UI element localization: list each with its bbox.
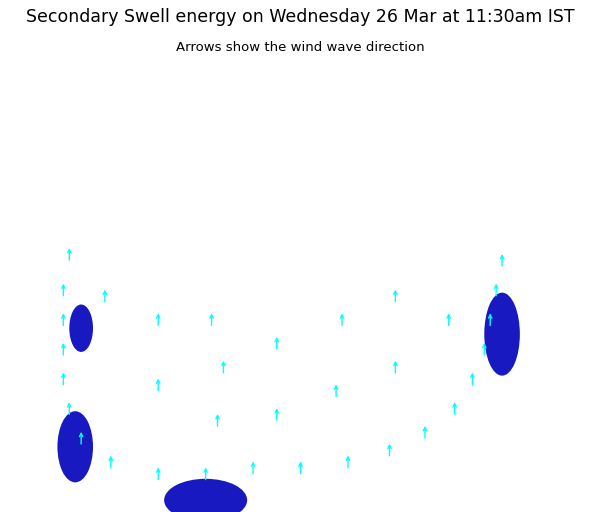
Ellipse shape bbox=[69, 305, 93, 352]
Ellipse shape bbox=[164, 479, 247, 512]
Ellipse shape bbox=[58, 411, 93, 482]
Text: Secondary Swell energy on Wednesday 26 Mar at 11:30am IST: Secondary Swell energy on Wednesday 26 M… bbox=[26, 8, 575, 26]
Text: Arrows show the wind wave direction: Arrows show the wind wave direction bbox=[176, 41, 425, 54]
Ellipse shape bbox=[484, 293, 520, 376]
